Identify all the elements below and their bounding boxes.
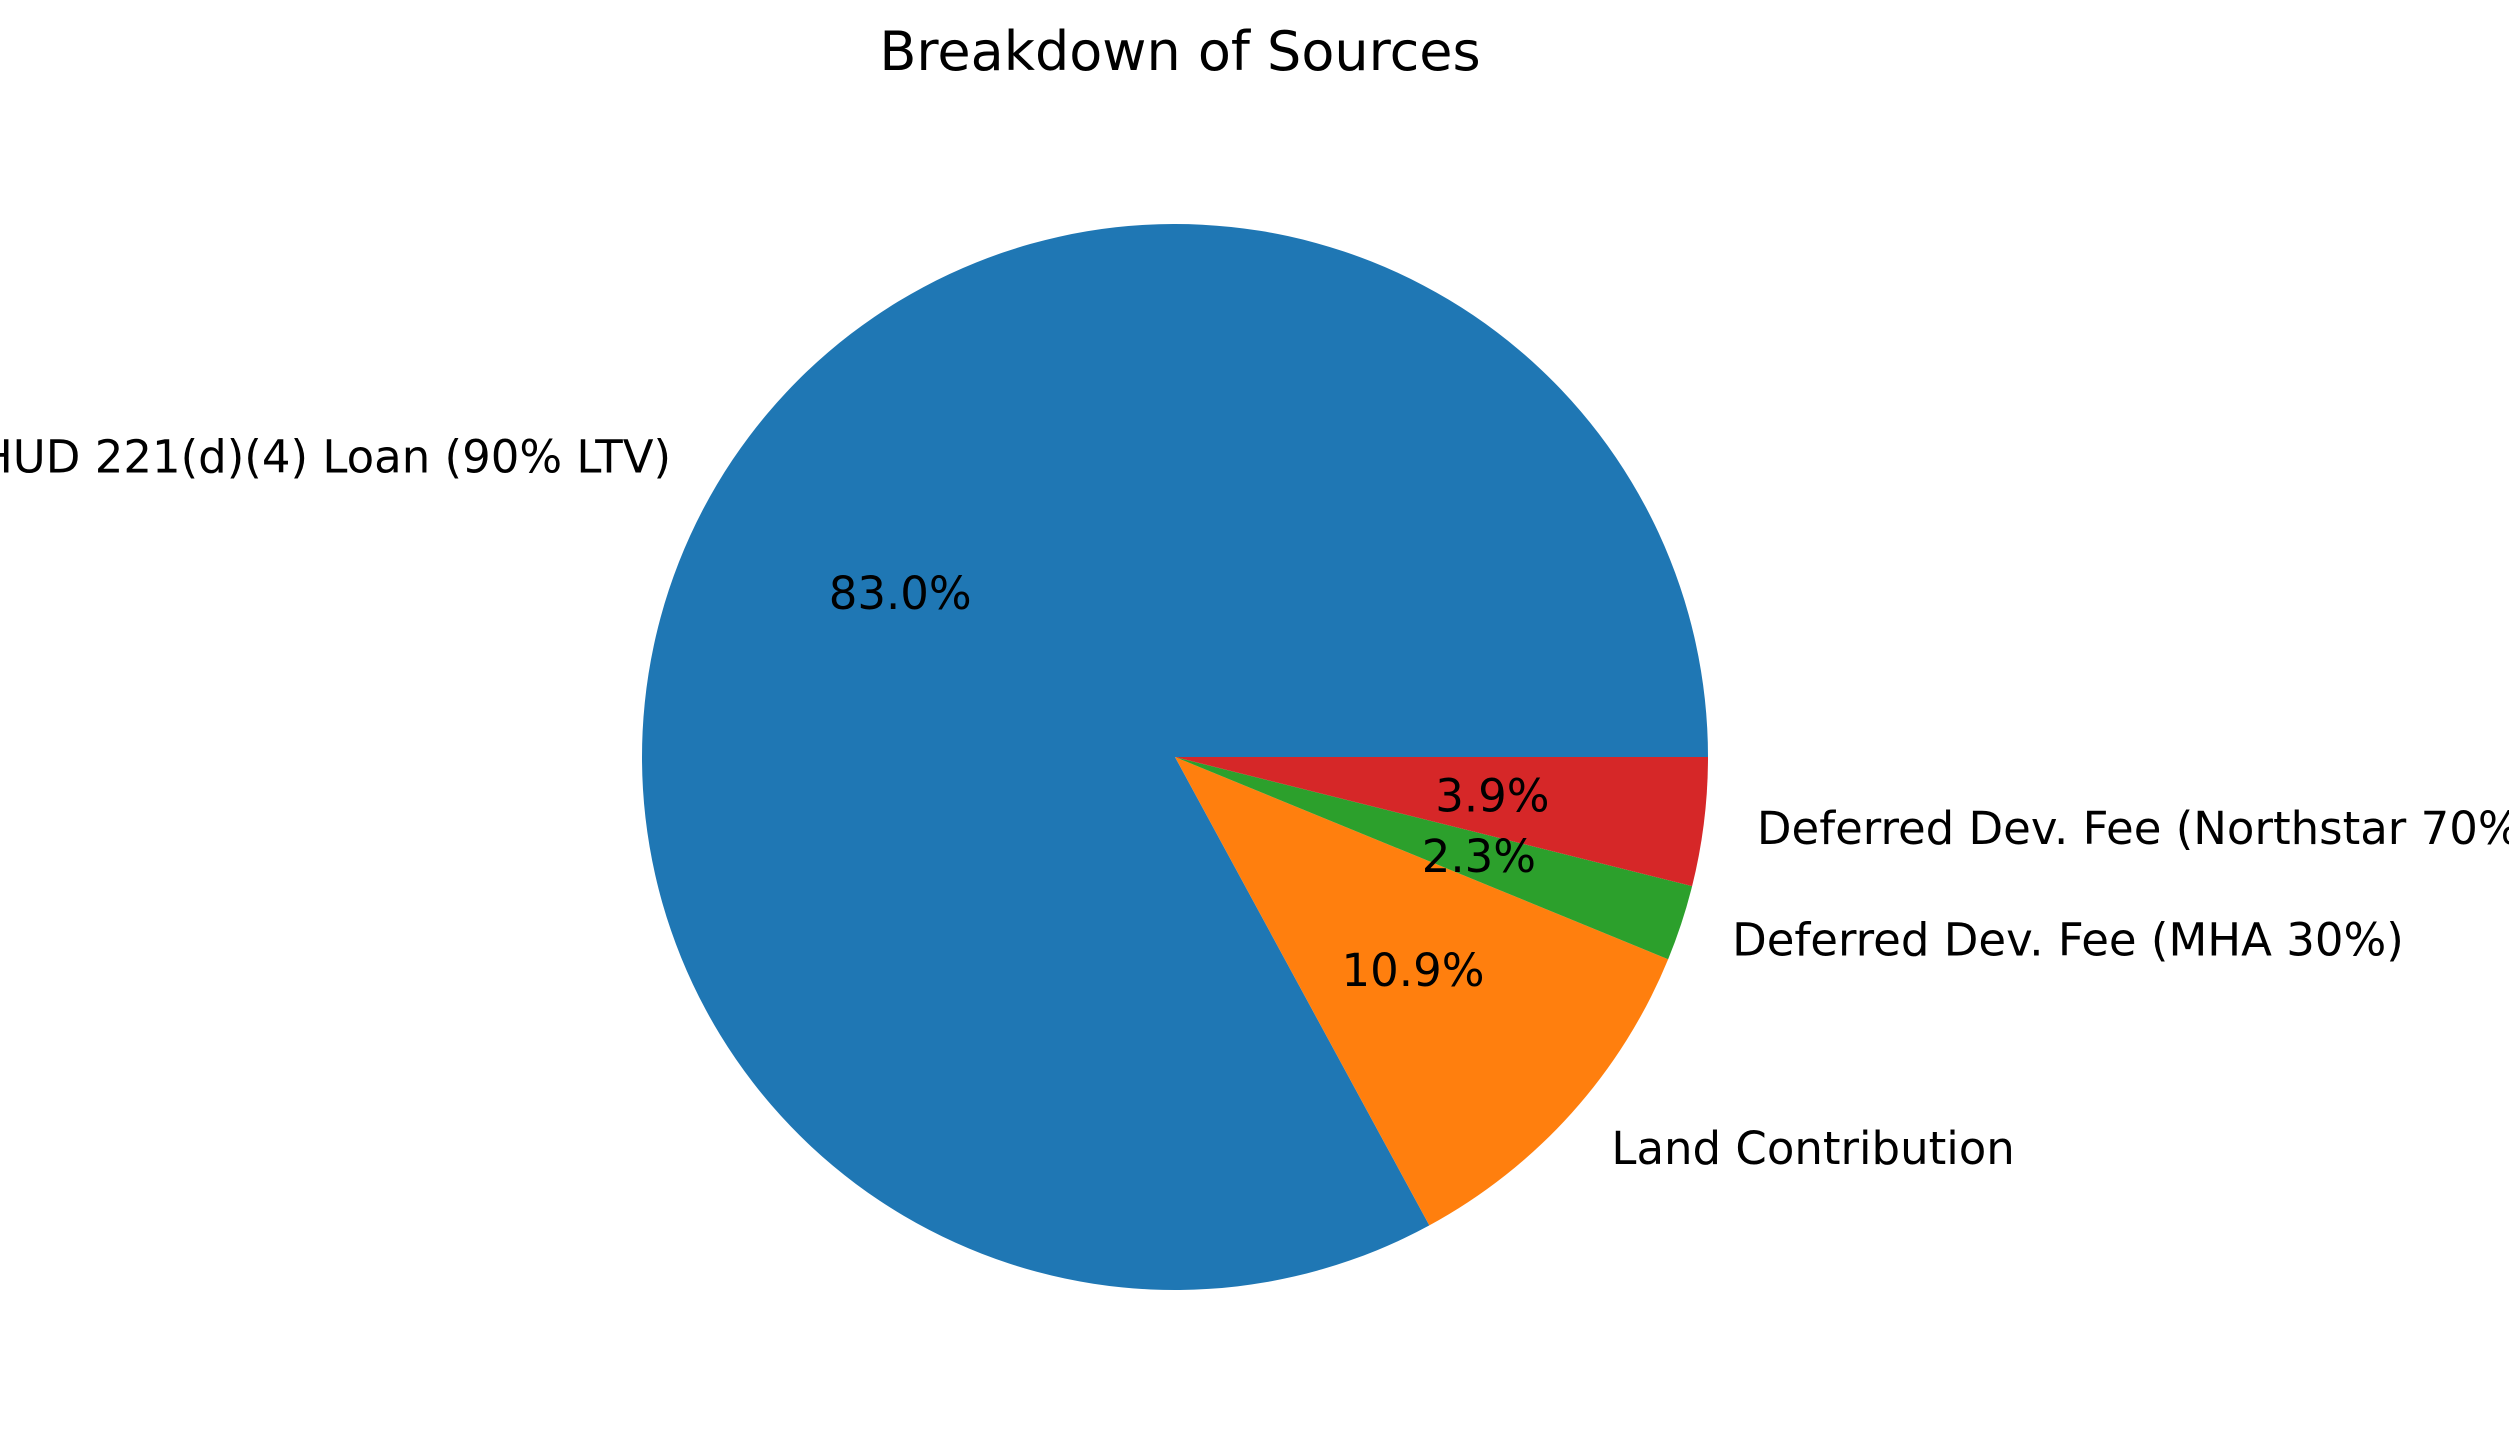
pie-slice-3 [1175,757,1708,887]
pie-slice-1 [1175,757,1669,1226]
pie-slice-label-3: Deferred Dev. Fee (Northstar 70%) [1757,802,2509,855]
pie-slice-label-2: Deferred Dev. Fee (MHA 30%) [1732,913,2404,966]
pie-slice-label-1: Land Contribution [1611,1122,2014,1175]
pie-pct-label-3: 3.9% [1435,770,1549,823]
pie-slice-2 [1175,757,1693,960]
pie-pct-label-1: 10.9% [1342,944,1485,997]
pie-pct-label-0: 83.0% [829,567,972,620]
pie-pct-label-2: 2.3% [1422,830,1536,883]
pie-slice-0 [641,223,1709,1290]
chart-title: Breakdown of Sources [879,20,1480,83]
pie-labels: 83.0% HUD 221(d)(4) Loan (90% LTV) 10.9% La… [0,431,2509,1175]
pie-wedges [641,223,1709,1290]
pie-slice-label-0: HUD 221(d)(4) Loan (90% LTV) [0,431,671,484]
